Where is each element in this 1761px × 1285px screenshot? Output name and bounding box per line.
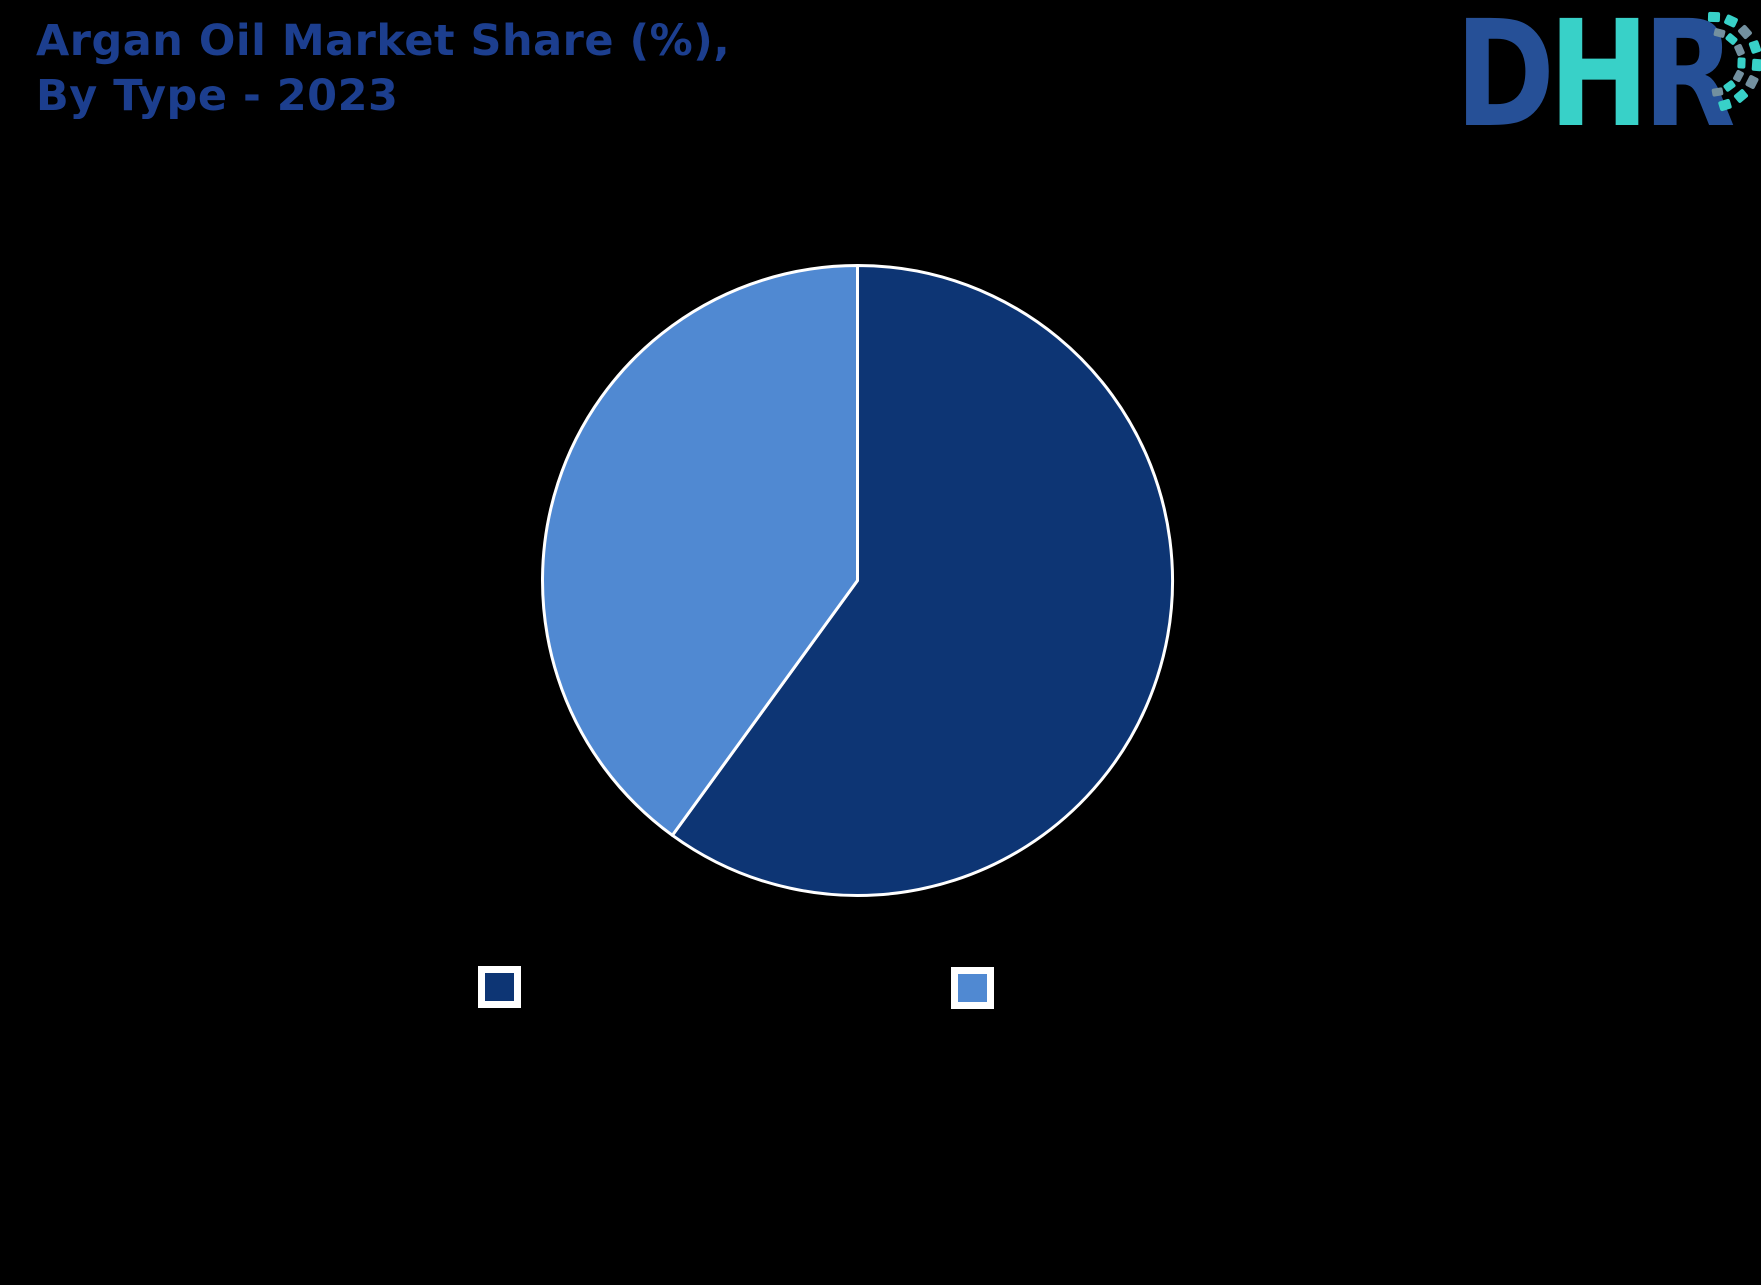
logo-burst-mark (1732, 69, 1745, 83)
chart-title-line1: Argan Oil Market Share (%), (36, 16, 731, 66)
logo-burst-mark (1707, 11, 1720, 23)
logo-burst-mark (1733, 43, 1746, 57)
legend-swatch-color-light (958, 974, 987, 1002)
logo-burst-mark (1733, 88, 1749, 105)
logo-burst-mark (1711, 86, 1724, 97)
logo-burst-mark (1712, 27, 1726, 39)
logo-letter-d: D (1455, 0, 1555, 160)
chart-title-line2: By Type - 2023 (36, 71, 399, 121)
logo-burst-mark (1722, 79, 1737, 93)
logo-burst-mark (1747, 40, 1761, 55)
logo-burst-mark (1744, 74, 1760, 91)
pie-slice-0 (670, 264, 1174, 897)
legend-swatch-light (951, 967, 994, 1009)
logo-burst-mark (1737, 57, 1747, 69)
legend-swatch-color-dark (485, 973, 514, 1001)
logo-burst-mark (1724, 32, 1739, 46)
chart-title: Argan Oil Market Share (%), By Type - 20… (36, 14, 730, 124)
logo-letter-h: H (1548, 0, 1650, 160)
legend-swatch-dark (478, 966, 521, 1008)
logo-burst-mark (1723, 14, 1739, 29)
pie-chart (541, 264, 1174, 897)
dhr-logo: DHR (1455, 1, 1736, 148)
logo-letter-r: R (1642, 0, 1736, 160)
pie-slice-1 (541, 264, 859, 837)
logo-burst-mark (1717, 98, 1733, 112)
logo-burst-mark (1737, 24, 1754, 40)
logo-burst-mark (1751, 58, 1761, 72)
logo-burst-icon (1455, 0, 1761, 145)
